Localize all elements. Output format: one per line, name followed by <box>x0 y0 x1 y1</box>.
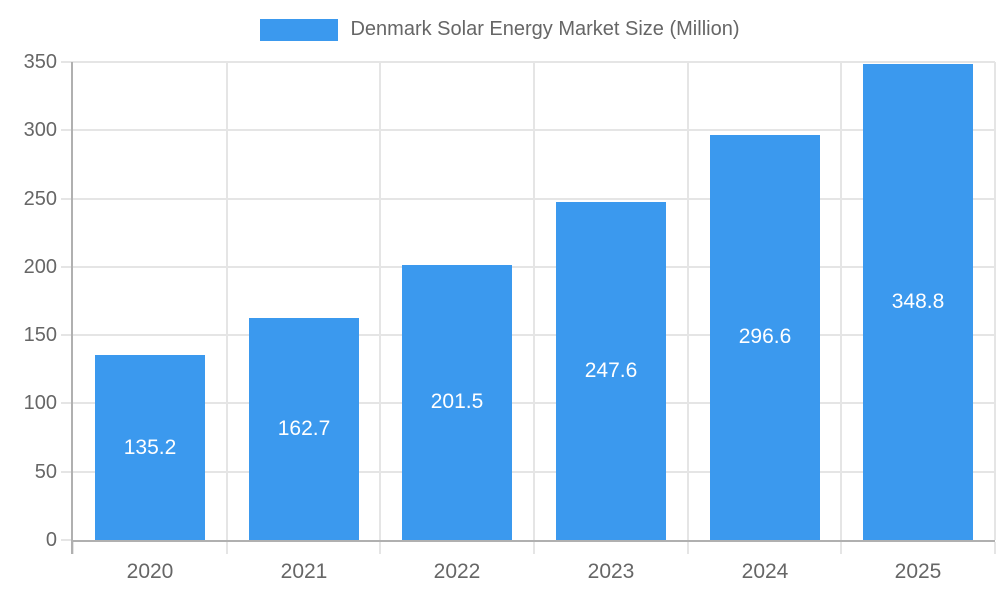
x-axis-line <box>71 540 995 542</box>
gridline-vertical <box>379 62 381 540</box>
bar-2022[interactable] <box>402 265 512 540</box>
x-axis-tick <box>687 542 689 554</box>
y-axis-tick-label: 0 <box>45 529 57 551</box>
bar-2024[interactable] <box>710 135 820 540</box>
x-axis-tick-label: 2023 <box>587 560 635 583</box>
bar-value-label: 247.6 <box>584 359 638 382</box>
chart-legend: Denmark Solar Energy Market Size (Millio… <box>0 18 1000 41</box>
gridline-vertical <box>687 62 689 540</box>
x-axis-tick-label: 2022 <box>433 560 481 583</box>
gridline-horizontal <box>61 129 995 131</box>
gridline-horizontal <box>61 61 995 63</box>
gridline-horizontal <box>61 334 995 336</box>
bar-2023[interactable] <box>556 202 666 540</box>
gridline-vertical <box>994 62 996 540</box>
y-axis-tick-label: 350 <box>23 51 57 73</box>
legend-item[interactable]: Denmark Solar Energy Market Size (Millio… <box>260 18 740 41</box>
bar-value-label: 135.2 <box>123 436 177 459</box>
y-axis-tick-label: 250 <box>23 188 57 210</box>
y-axis-tick-label: 50 <box>34 461 57 483</box>
gridline-horizontal <box>61 198 995 200</box>
gridline-vertical <box>226 62 228 540</box>
gridline-horizontal <box>61 266 995 268</box>
gridline-vertical <box>840 62 842 540</box>
x-axis-tick <box>840 542 842 554</box>
legend-label: Denmark Solar Energy Market Size (Millio… <box>350 18 740 40</box>
bar-2025[interactable] <box>863 64 973 540</box>
bar-2020[interactable] <box>95 355 205 540</box>
y-axis-tick-label: 150 <box>23 324 57 346</box>
bar-2021[interactable] <box>249 318 359 540</box>
x-axis-tick <box>379 542 381 554</box>
x-axis-tick <box>72 542 74 554</box>
x-axis-tick-label: 2024 <box>741 560 789 583</box>
y-axis-tick-label: 300 <box>23 119 57 141</box>
gridline-horizontal <box>61 471 995 473</box>
x-axis-tick-label: 2025 <box>894 560 942 583</box>
y-axis-tick <box>61 539 73 541</box>
y-axis-tick-label: 100 <box>23 392 57 414</box>
gridline-horizontal <box>61 402 995 404</box>
bar-value-label: 162.7 <box>277 417 331 440</box>
bar-value-label: 348.8 <box>891 290 945 313</box>
x-axis-tick-label: 2021 <box>280 560 328 583</box>
x-axis-tick <box>994 542 996 554</box>
x-axis-tick <box>226 542 228 554</box>
y-axis-line <box>71 62 73 554</box>
x-axis-tick-label: 2020 <box>126 560 174 583</box>
bar-value-label: 296.6 <box>738 325 792 348</box>
bar-value-label: 201.5 <box>430 390 484 413</box>
legend-swatch-icon <box>260 18 339 41</box>
x-axis-tick <box>533 542 535 554</box>
y-axis-tick-label: 200 <box>23 256 57 278</box>
gridline-vertical <box>533 62 535 540</box>
